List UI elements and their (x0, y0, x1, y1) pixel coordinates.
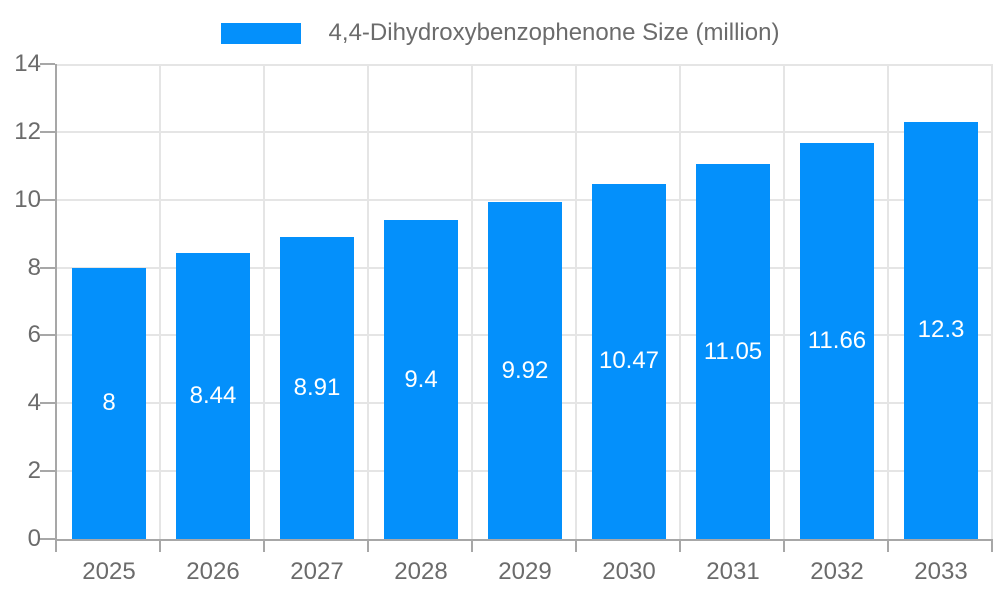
y-axis-tick (40, 402, 55, 405)
gridline-vertical (263, 64, 265, 539)
y-axis-tick-label: 0 (27, 525, 41, 552)
bar-2027[interactable]: 8.91 (280, 236, 354, 539)
gridline-vertical (575, 64, 577, 539)
gridline-vertical (471, 64, 473, 539)
bar-value-label: 8 (102, 389, 116, 417)
y-axis-tick-label: 8 (27, 253, 41, 281)
gridline-vertical (159, 64, 161, 539)
y-axis-tick (40, 538, 55, 540)
x-axis-tick (887, 539, 889, 552)
x-axis-tick (263, 539, 265, 552)
y-axis-tick-label: 10 (14, 185, 41, 213)
x-axis-tick-label: 2026 (186, 558, 240, 585)
bar-2029[interactable]: 9.92 (488, 202, 562, 539)
gridline-vertical (783, 64, 785, 539)
y-axis-tick (40, 470, 55, 473)
gridline-horizontal (57, 130, 993, 133)
bar-value-label: 8.91 (293, 373, 341, 401)
x-axis-tick-label: 2033 (914, 558, 968, 585)
x-axis-line (57, 539, 993, 541)
x-axis-tick (159, 539, 161, 552)
gridline-vertical (991, 64, 993, 539)
bar-value-label: 8.44 (189, 381, 237, 409)
x-axis-tick-label: 2032 (810, 558, 864, 585)
y-axis-tick-label: 12 (14, 117, 41, 145)
bar-2028[interactable]: 9.4 (384, 220, 458, 539)
bar-value-label: 11.05 (703, 337, 763, 365)
legend-swatch (220, 22, 301, 44)
y-axis-tick-label: 14 (14, 50, 41, 77)
bar-value-label: 9.4 (404, 365, 438, 393)
x-axis-tick-label: 2028 (394, 558, 448, 585)
y-axis-tick (40, 198, 55, 201)
x-axis-tick (679, 539, 681, 552)
plot-area: 8 8.44 8.91 9.4 9.92 10.47 11.05 11.66 12.3 (40, 63, 993, 552)
x-axis-tick (55, 539, 57, 552)
legend-label: 4,4-Dihydroxybenzophenone Size (million) (328, 18, 780, 46)
x-axis-tick (783, 539, 785, 552)
bar-2026[interactable]: 8.44 (176, 252, 250, 539)
x-axis-tick (575, 539, 577, 552)
bar-2025[interactable]: 8 (72, 267, 146, 539)
bar-value-label: 9.92 (501, 356, 549, 384)
gridline-horizontal (57, 198, 993, 201)
bar-value-label: 12.3 (917, 316, 965, 344)
bar-2033[interactable]: 12.3 (904, 121, 978, 539)
gridline-vertical (887, 64, 889, 539)
bar-value-label: 11.66 (807, 327, 867, 355)
legend-item[interactable]: 4,4-Dihydroxybenzophenone Size (million) (0, 12, 1000, 54)
y-axis-tick-label: 6 (27, 321, 41, 349)
x-axis-tick (367, 539, 369, 552)
x-axis-tick (991, 539, 993, 552)
x-axis-tick-label: 2025 (82, 558, 136, 585)
bar-2032[interactable]: 11.66 (800, 143, 874, 539)
x-axis-tick-label: 2029 (498, 558, 552, 585)
gridline-vertical (679, 64, 681, 539)
bar-2031[interactable]: 11.05 (696, 164, 770, 539)
y-axis-tick (40, 130, 55, 133)
y-axis-tick-label: 2 (27, 457, 41, 485)
y-axis-tick (40, 266, 55, 269)
bar-2030[interactable]: 10.47 (592, 183, 666, 539)
gridline-vertical (367, 64, 369, 539)
bar-value-label: 10.47 (598, 347, 660, 375)
y-axis-tick (40, 334, 55, 337)
y-axis-line (55, 64, 57, 541)
x-axis-tick-label: 2031 (706, 558, 760, 585)
gridline-horizontal (57, 64, 993, 66)
x-axis-tick (471, 539, 473, 552)
x-axis-tick-label: 2030 (602, 558, 656, 585)
y-axis-tick (40, 63, 55, 65)
y-axis-tick-label: 4 (27, 389, 41, 417)
x-axis-tick-label: 2027 (290, 558, 344, 585)
